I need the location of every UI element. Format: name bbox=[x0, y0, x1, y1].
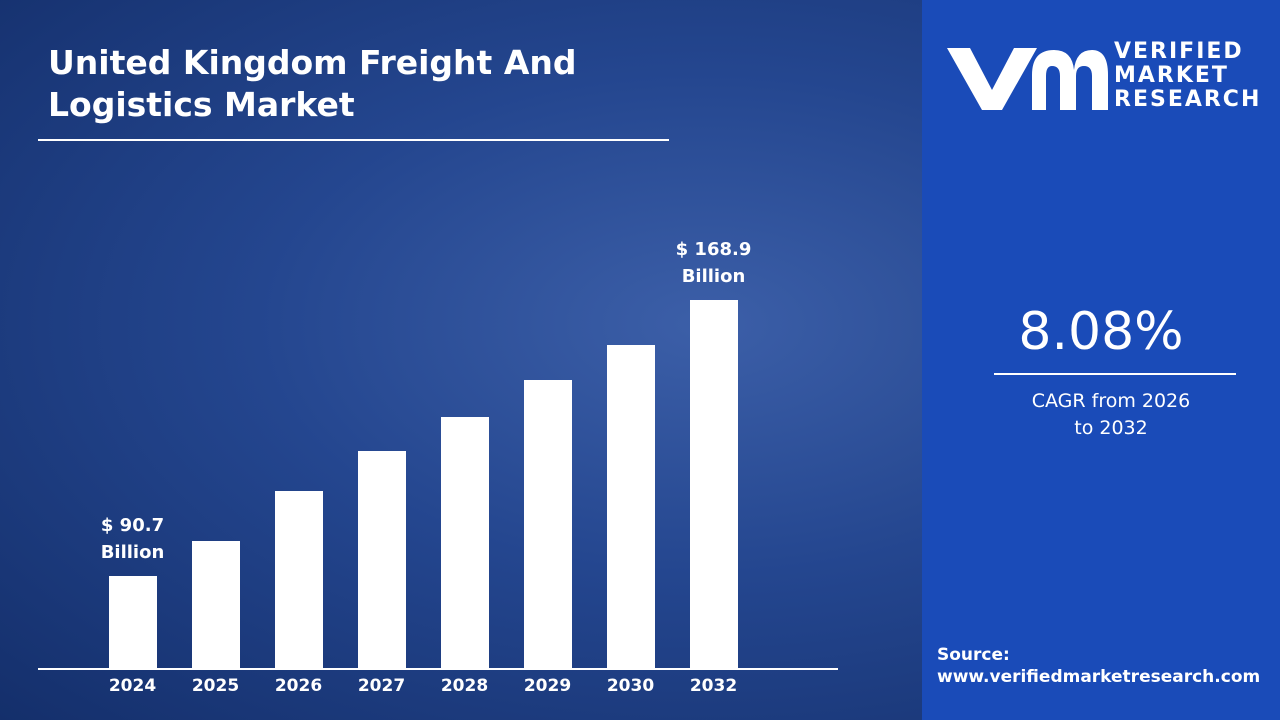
source-url: www.verifiedmarketresearch.com bbox=[937, 667, 1261, 687]
bar bbox=[357, 450, 406, 668]
bar bbox=[440, 416, 489, 668]
x-tick-label: 2029 bbox=[523, 676, 572, 696]
bar bbox=[689, 299, 738, 668]
x-tick-label: 2028 bbox=[440, 676, 489, 696]
x-tick-label: 2025 bbox=[191, 676, 240, 696]
logo-line: RESEARCH bbox=[1114, 87, 1262, 112]
bar bbox=[108, 575, 157, 668]
bar bbox=[523, 379, 572, 668]
bar bbox=[606, 344, 655, 668]
title-rule bbox=[38, 139, 669, 141]
bar bbox=[274, 490, 323, 668]
bar bbox=[191, 540, 240, 668]
cagr-rule bbox=[994, 373, 1236, 375]
logo-text: VERIFIED MARKET RESEARCH bbox=[1114, 40, 1261, 112]
logo-line: MARKET bbox=[1114, 63, 1229, 88]
x-tick-label: 2024 bbox=[108, 676, 157, 696]
x-tick-label: 2026 bbox=[274, 676, 323, 696]
chart-title: United Kingdom Freight And Logistics Mar… bbox=[48, 43, 577, 124]
cagr-caption: CAGR from 2026 to 2032 bbox=[1031, 390, 1191, 439]
x-tick-label: 2030 bbox=[606, 676, 655, 696]
sidebar: VERIFIED MARKET RESEARCH 8.08% CAGR from… bbox=[922, 0, 1280, 720]
x-tick-label: 2027 bbox=[357, 676, 406, 696]
logo-mark bbox=[947, 48, 1108, 110]
data-label: $ 90.7 Billion bbox=[100, 514, 165, 563]
source-label: Source: bbox=[937, 645, 1010, 665]
cagr-value: 8.08% bbox=[1018, 302, 1184, 362]
data-label: $ 168.9 Billion bbox=[675, 238, 752, 287]
x-axis bbox=[38, 668, 838, 670]
logo-line: VERIFIED bbox=[1114, 39, 1244, 64]
x-tick-label: 2032 bbox=[689, 676, 738, 696]
chart-area: United Kingdom Freight And Logistics Mar… bbox=[0, 0, 922, 720]
